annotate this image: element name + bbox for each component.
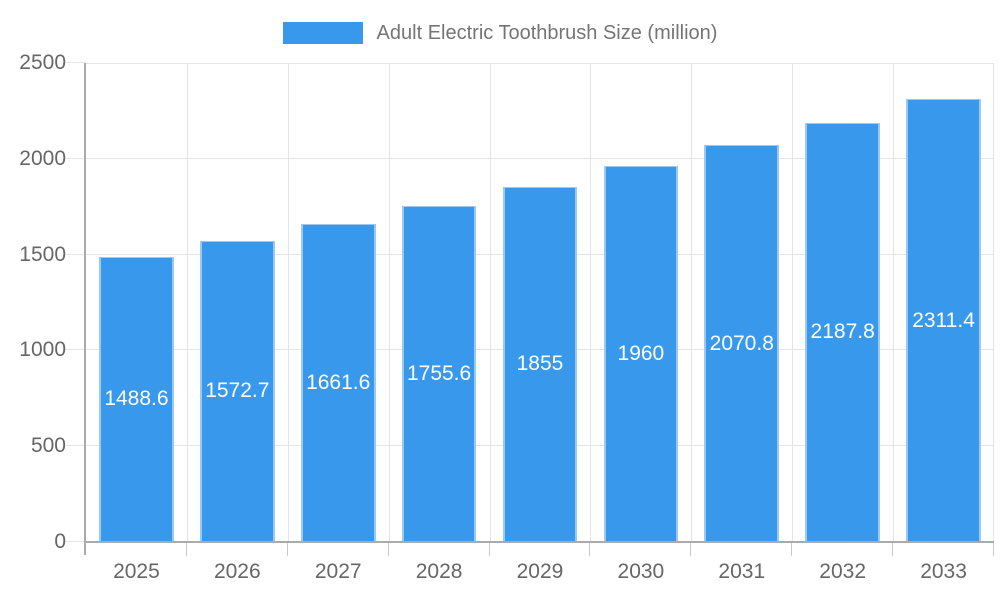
bar[interactable] (603, 166, 679, 542)
x-axis-tick-label: 2025 (113, 560, 160, 583)
gridline-vertical (186, 63, 188, 542)
x-axis-boundary-tick (286, 543, 288, 556)
gridline-vertical (792, 63, 794, 542)
y-axis-line (84, 63, 86, 555)
bar[interactable] (502, 186, 578, 542)
x-axis-tick-label: 2030 (617, 560, 665, 583)
x-axis-tick-label: 2029 (516, 560, 564, 583)
gridline-vertical (893, 63, 895, 542)
bar[interactable] (805, 122, 880, 542)
y-axis-tick (66, 349, 86, 351)
x-axis-boundary-tick (488, 543, 490, 556)
x-axis-boundary-tick (589, 543, 591, 556)
x-axis-boundary-tick (690, 543, 692, 556)
y-axis-tick-label: 2500 (19, 51, 66, 74)
gridline-vertical (993, 63, 994, 542)
x-axis-tick-label: 2028 (415, 560, 463, 583)
y-axis-tick-label: 500 (30, 434, 66, 458)
y-axis-tick (66, 62, 86, 63)
gridline-vertical (287, 63, 289, 542)
gridline-vertical (388, 63, 390, 542)
x-axis-boundary-tick (791, 543, 793, 556)
bar[interactable] (99, 256, 174, 542)
gridline-vertical (691, 63, 693, 542)
bar[interactable] (300, 223, 376, 542)
gridline-horizontal (86, 63, 994, 64)
legend-item[interactable]: Adult Electric Toothbrush Size (million) (0, 20, 1000, 46)
bar[interactable] (906, 99, 981, 542)
y-axis-tick (66, 445, 86, 447)
y-axis-tick-label: 0 (54, 530, 66, 553)
bar[interactable] (401, 205, 477, 542)
legend-label: Adult Electric Toothbrush Size (million) (376, 21, 718, 44)
x-axis-tick-label: 2026 (213, 560, 261, 583)
x-axis-line (84, 541, 994, 543)
y-axis-tick-label: 1000 (19, 338, 66, 362)
gridline-vertical (590, 63, 592, 542)
x-axis-tick-label: 2031 (718, 560, 766, 583)
bar[interactable] (704, 145, 780, 542)
plot-area: 1488.6 1572.7 1661.6 1755.6 1855 1960 2070.8 21… (66, 62, 994, 542)
y-axis-tick-label: 1500 (19, 242, 66, 266)
legend-swatch (282, 22, 363, 44)
x-axis-tick-label: 2032 (819, 560, 867, 583)
y-axis-tick (66, 541, 86, 542)
x-axis-boundary-tick (185, 543, 187, 556)
x-axis-boundary-tick (387, 543, 389, 556)
y-axis-tick-label: 2000 (19, 146, 66, 170)
x-axis-boundary-tick (892, 543, 894, 556)
gridline-vertical (489, 63, 491, 542)
gridline-horizontal (86, 157, 994, 159)
x-axis-tick-label: 2027 (314, 560, 362, 583)
bar[interactable] (200, 240, 275, 542)
x-axis-tick-label: 2033 (920, 560, 967, 583)
y-axis-tick (66, 253, 86, 255)
y-axis-tick (66, 157, 86, 159)
x-axis-boundary-tick (993, 543, 994, 556)
y-axis: 0 500 1000 1500 2000 2500 (0, 51, 66, 553)
